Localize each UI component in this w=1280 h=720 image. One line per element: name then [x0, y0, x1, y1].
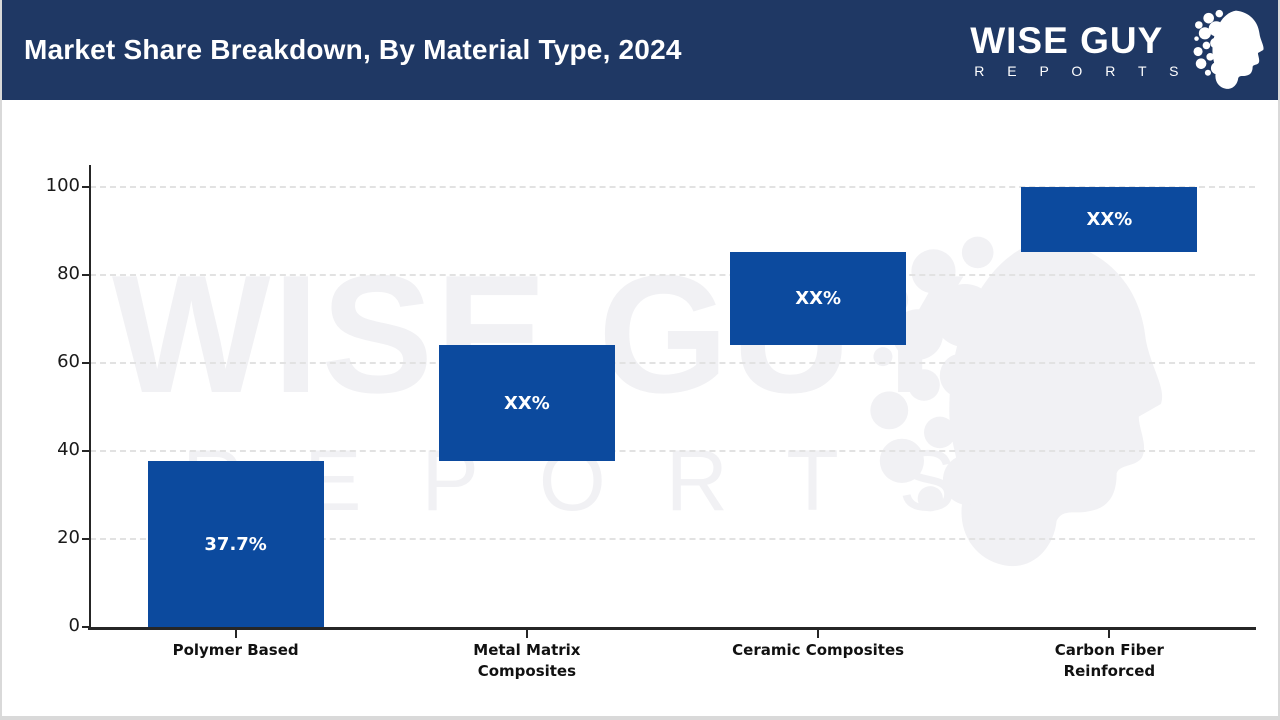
x-tick-mark	[525, 630, 528, 638]
y-tick-label: 60	[57, 351, 80, 372]
y-axis-line	[89, 165, 91, 627]
y-tick-label: 20	[57, 527, 80, 548]
y-tick-mark	[82, 626, 90, 628]
x-tick-mark	[234, 630, 237, 638]
y-tick-mark	[82, 450, 90, 452]
y-tick-label: 80	[57, 263, 80, 284]
bar-value-label: 37.7%	[204, 533, 267, 555]
gridline-y-80	[90, 274, 1255, 276]
category-label-carbon-fiber-reinforced: Carbon Fiber Reinforced	[1054, 641, 1164, 680]
y-tick-mark	[82, 538, 90, 540]
category-label-ceramic-composites: Ceramic Composites	[732, 641, 905, 659]
brand-head-icon	[1193, 9, 1264, 89]
y-tick-mark	[82, 362, 90, 364]
y-tick-mark	[82, 186, 90, 188]
chart-title: Market Share Breakdown, By Material Type…	[24, 34, 682, 65]
brand-subtitle: R E P O R T S	[974, 62, 1188, 79]
gridline-y-40	[90, 450, 1255, 452]
bar-polymer-based: 37.7%	[147, 461, 324, 627]
category-label-metal-matrix-composites: Metal Matrix Composites	[473, 641, 581, 680]
bar-ceramic-composites: XX%	[730, 252, 907, 345]
bar-value-label: XX%	[795, 288, 842, 310]
y-tick-label: 100	[45, 175, 80, 196]
gridline-y-100	[90, 186, 1255, 188]
bar-value-label: XX%	[503, 392, 550, 414]
brand-logo: WISE GUY R E P O R T S	[970, 6, 1264, 94]
y-tick-label: 40	[57, 439, 80, 460]
header-banner: Market Share Breakdown, By Material Type…	[2, 0, 1278, 100]
gridline-y-60	[90, 362, 1255, 364]
bar-carbon-fiber-reinforced: XX%	[1021, 187, 1198, 253]
bar-metal-matrix-composites: XX%	[438, 344, 615, 462]
bar-value-label: XX%	[1086, 209, 1133, 231]
x-tick-mark	[817, 630, 820, 638]
y-tick-label: 0	[68, 615, 80, 636]
brand-name: WISE GUY	[970, 19, 1164, 61]
gridline-y-20	[90, 538, 1255, 540]
x-axis-line	[88, 627, 1256, 630]
y-tick-mark	[82, 274, 90, 276]
x-tick-mark	[1108, 630, 1111, 638]
category-label-polymer-based: Polymer Based	[172, 641, 299, 659]
brand-logo-text: WISE GUY R E P O R T S	[970, 22, 1188, 79]
